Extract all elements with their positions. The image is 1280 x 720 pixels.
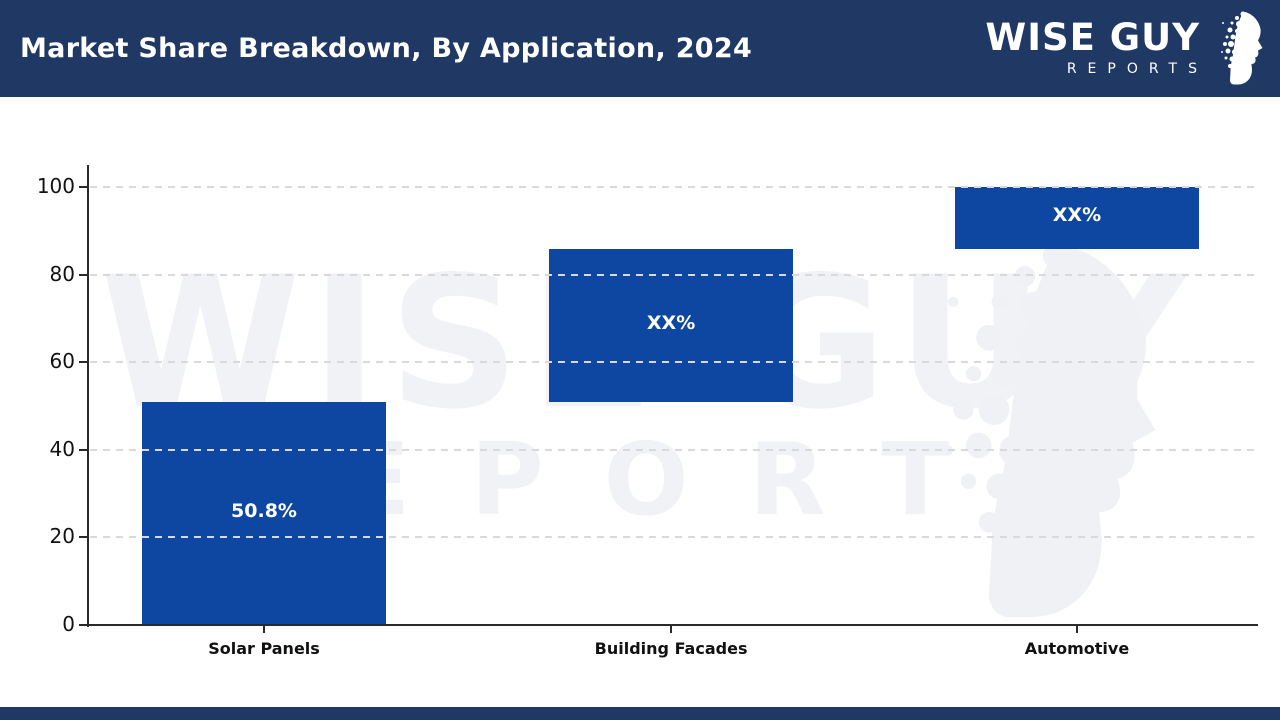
y-tick-mark [79, 186, 87, 188]
bar [954, 187, 1199, 250]
header-bar: Market Share Breakdown, By Application, … [0, 0, 1280, 97]
y-tick-mark [79, 361, 87, 364]
gridline [90, 361, 1256, 364]
logo-wordmark: WISE GUY REPORTS [985, 16, 1200, 77]
y-tick-mark [79, 273, 87, 276]
gridline [90, 536, 1256, 539]
logo-wordmark-line1: WISE GUY [985, 16, 1200, 60]
y-tick-mark [79, 448, 87, 451]
y-axis-line [87, 165, 89, 627]
brand-logo: WISE GUY REPORTS [985, 8, 1272, 88]
gridline [90, 186, 1256, 188]
y-tick-label: 40 [49, 436, 75, 461]
y-tick-mark [79, 624, 87, 626]
logo-wordmark-line2: REPORTS [1066, 60, 1208, 77]
bar-label: XX% [1052, 204, 1102, 227]
y-tick-mark [79, 536, 87, 539]
y-tick-label: 100 [36, 174, 75, 198]
x-tick-label: Building Facades [594, 639, 748, 658]
gridline [90, 273, 1256, 276]
footer-bar [0, 707, 1280, 720]
bar [142, 402, 387, 625]
x-tick-mark [1075, 626, 1078, 633]
bar-label: XX% [646, 311, 696, 334]
bar-label: 50.8% [231, 499, 297, 522]
x-tick-label: Solar Panels [208, 639, 320, 658]
y-tick-label: 0 [62, 612, 75, 636]
x-tick-mark [263, 626, 266, 633]
y-tick-label: 80 [49, 261, 75, 286]
x-tick-mark [670, 626, 673, 633]
gridline [90, 448, 1256, 451]
y-tick-label: 60 [49, 349, 75, 374]
x-axis-line [86, 624, 1258, 626]
logo-face-icon [1221, 11, 1263, 85]
page-title: Market Share Breakdown, By Application, … [20, 33, 753, 64]
x-tick-label: Automotive [1024, 639, 1130, 658]
y-tick-label: 20 [49, 524, 75, 549]
